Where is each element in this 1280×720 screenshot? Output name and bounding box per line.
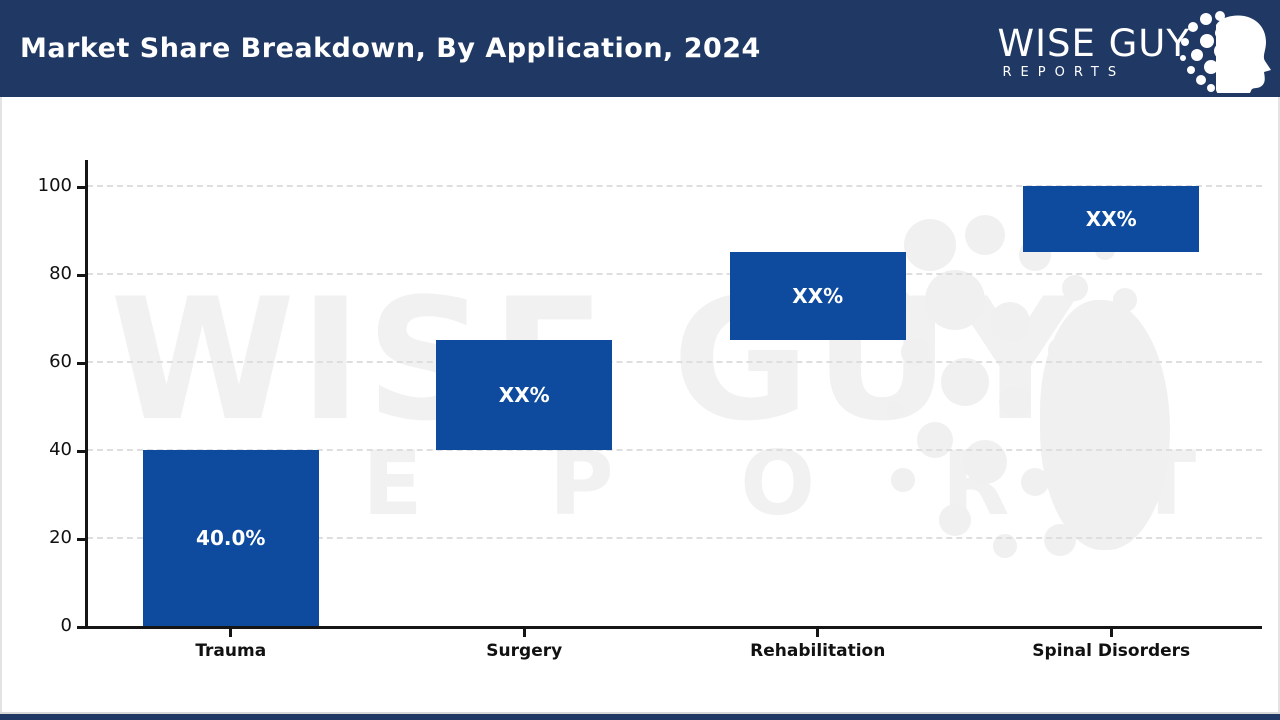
bar-rehabilitation: XX% xyxy=(729,252,906,340)
gridline-80 xyxy=(87,273,1262,275)
y-tick-label-20-text: 20 xyxy=(49,527,72,548)
waterfall-chart: 0 20 40 60 80 100 40.0% Trauma XX% Surgery XX% Reha… xyxy=(0,97,1280,714)
x-tick-0 xyxy=(229,629,233,637)
category-label-2: Rehabilitation xyxy=(678,641,958,661)
gridline-40 xyxy=(87,449,1262,451)
bottom-hairline xyxy=(0,712,1280,714)
x-tick-2 xyxy=(816,629,820,637)
y-tick-label-0-text: 0 xyxy=(60,615,72,636)
y-tick-label-60-text: 60 xyxy=(49,351,72,372)
header-band: Market Share Breakdown, By Application, … xyxy=(0,0,1280,97)
category-label-2-text: Rehabilitation xyxy=(750,641,886,661)
y-tick-label-80: 80 xyxy=(10,263,72,284)
y-tick-label-100: 100 xyxy=(10,175,72,196)
y-tick-100 xyxy=(77,186,85,189)
footer-band xyxy=(0,714,1280,720)
bar-surgery: XX% xyxy=(436,340,613,450)
y-tick-label-40-text: 40 xyxy=(49,439,72,460)
watermark-dot xyxy=(999,386,1031,418)
watermark-dot xyxy=(939,504,971,536)
y-tick-label-0: 0 xyxy=(10,615,72,636)
watermark-dot xyxy=(1062,275,1088,301)
dotted-head-icon xyxy=(1180,11,1271,93)
left-border xyxy=(0,97,2,714)
watermark-dot xyxy=(925,270,985,330)
page-title: Market Share Breakdown, By Application, … xyxy=(20,33,761,64)
logo-subtitle: REPORTS xyxy=(1002,65,1126,81)
y-axis xyxy=(85,160,88,629)
watermark-dot xyxy=(965,215,1005,255)
x-axis xyxy=(85,626,1262,629)
y-tick-0 xyxy=(77,626,85,629)
watermark-dot xyxy=(904,219,956,271)
gridline-100 xyxy=(87,185,1262,187)
wise-guy-reports-logo: WISE GUY REPORTS xyxy=(998,10,1274,94)
x-tick-3 xyxy=(1109,629,1113,637)
logo-text: WISE GUY REPORTS xyxy=(997,21,1190,81)
bar-trauma: 40.0% xyxy=(142,450,319,626)
category-label-3: Spinal Disorders xyxy=(971,641,1251,661)
category-label-3-text: Spinal Disorders xyxy=(1032,641,1191,661)
x-tick-1 xyxy=(522,629,526,637)
bar-rehabilitation-text: XX% xyxy=(792,284,844,308)
y-tick-80 xyxy=(77,274,85,277)
watermark-dot xyxy=(891,468,915,492)
logo-wordmark: WISE GUY xyxy=(997,21,1190,65)
y-tick-20 xyxy=(77,538,85,541)
category-label-1: Surgery xyxy=(384,641,664,661)
y-tick-label-20: 20 xyxy=(10,527,72,548)
bar-spinal-disorders: XX% xyxy=(1023,186,1200,252)
y-tick-label-80-text: 80 xyxy=(49,263,72,284)
y-tick-label-60: 60 xyxy=(10,351,72,372)
gridline-60 xyxy=(87,361,1262,363)
gridline-20 xyxy=(87,537,1262,539)
category-label-0-text: Trauma xyxy=(195,641,267,661)
watermark-dot xyxy=(917,422,953,458)
y-tick-label-100-text: 100 xyxy=(37,175,72,196)
y-tick-40 xyxy=(77,450,85,453)
watermark-dot xyxy=(886,401,904,419)
bar-surgery-text: XX% xyxy=(498,383,550,407)
watermark-dot xyxy=(941,358,989,406)
bar-trauma-text: 40.0% xyxy=(196,526,266,550)
y-tick-60 xyxy=(77,362,85,365)
watermark-dot xyxy=(963,440,1007,484)
category-label-1-text: Surgery xyxy=(486,641,563,661)
right-border xyxy=(1278,97,1280,714)
watermark-face-blob xyxy=(1040,300,1170,550)
category-label-0: Trauma xyxy=(91,641,371,661)
bar-spinal-disorders-text: XX% xyxy=(1085,207,1137,231)
y-tick-label-40: 40 xyxy=(10,439,72,460)
watermark-dot xyxy=(990,302,1030,342)
